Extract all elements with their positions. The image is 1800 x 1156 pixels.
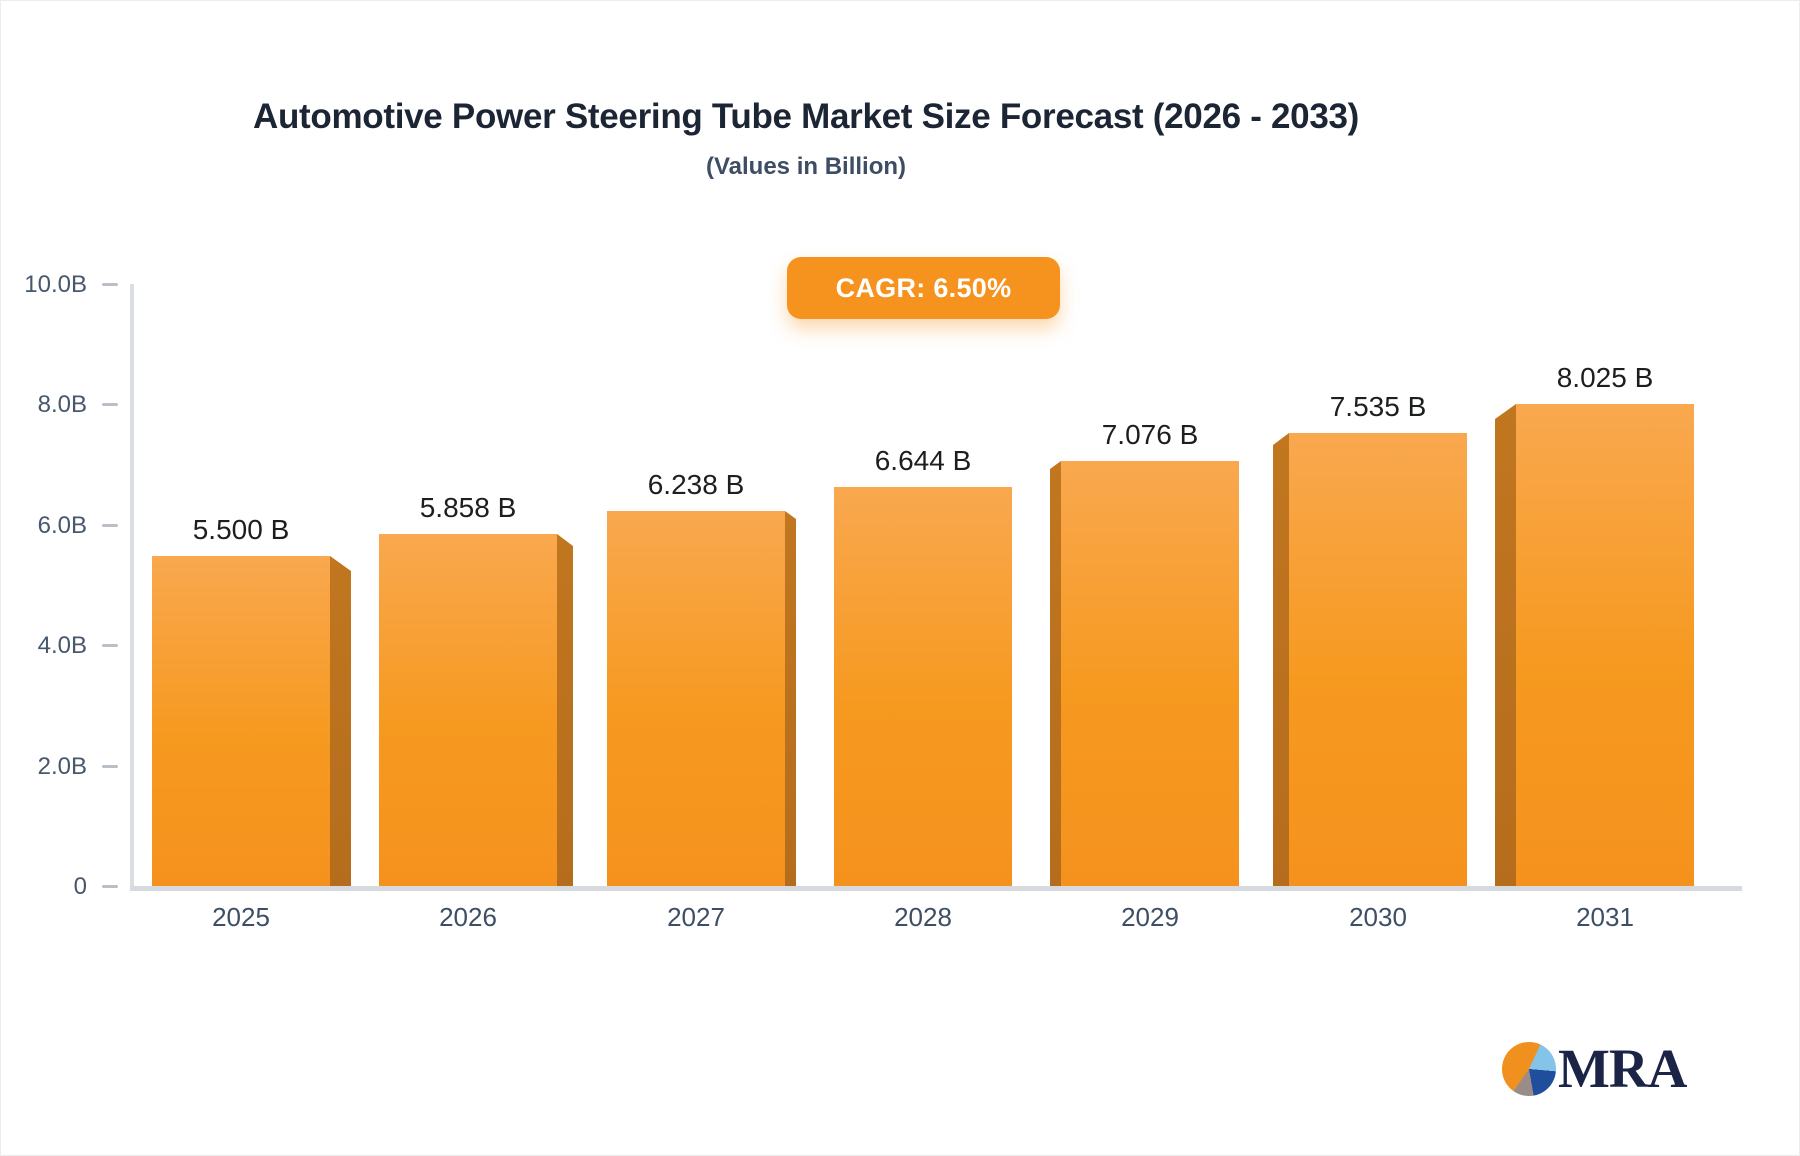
bar-side-face [1495, 404, 1516, 886]
x-axis-label: 2030 [1349, 902, 1407, 932]
logo-pie-icon [1502, 1042, 1556, 1096]
bar-value-label: 7.076 B [1101, 419, 1199, 450]
x-axis-label: 2027 [667, 902, 725, 932]
y-axis-tick [102, 523, 118, 527]
y-axis-label: 10.0B [24, 271, 87, 298]
bar-2025[interactable] [152, 556, 330, 886]
bar-2029[interactable] [1061, 461, 1239, 886]
logo-text: MRA [1558, 1038, 1687, 1099]
y-axis-label: 0 [73, 873, 87, 900]
bar-side-face [557, 534, 573, 886]
bar-side-face [785, 511, 796, 886]
bar-2027[interactable] [607, 511, 785, 886]
y-axis-label: 2.0B [37, 752, 87, 780]
bar-value-label: 6.644 B [874, 445, 972, 476]
bar-2028[interactable] [834, 487, 1012, 886]
x-axis-label: 2029 [1121, 902, 1179, 932]
y-axis-tick [102, 764, 118, 768]
cagr-badge-label: CAGR: 6.50% [835, 272, 1012, 303]
x-axis-label: 2026 [439, 902, 497, 932]
bar-value-label: 8.025 B [1556, 362, 1654, 393]
cagr-badge: CAGR: 6.50% [787, 257, 1060, 319]
y-axis-label: 4.0B [37, 632, 87, 660]
x-axis-line [130, 886, 1742, 891]
y-axis-tick [102, 283, 118, 286]
y-axis-tick [102, 403, 118, 407]
y-axis-line [130, 284, 134, 887]
mra-logo: MRA [1502, 1038, 1687, 1099]
chart-subtitle: (Values in Billion) [705, 153, 907, 180]
bar-side-face [330, 556, 351, 886]
x-axis-label: 2031 [1576, 902, 1634, 932]
bar-side-face [1050, 461, 1061, 886]
bar-2030[interactable] [1289, 433, 1467, 886]
bar-value-label: 5.500 B [192, 514, 290, 545]
chart-header: Automotive Power Steering Tube Market Si… [1, 97, 1611, 181]
bar-2031[interactable] [1516, 404, 1694, 886]
x-axis-label: 2025 [212, 902, 270, 932]
bar-value-label: 5.858 B [419, 492, 517, 523]
y-axis-label: 8.0B [37, 391, 87, 419]
bar-side-face [1273, 433, 1289, 886]
y-axis-tick [102, 644, 118, 648]
y-axis-label: 6.0B [37, 511, 87, 539]
bar-2026[interactable] [379, 534, 557, 886]
page-title: Automotive Power Steering Tube Market Si… [252, 97, 1360, 136]
x-axis-label: 2028 [894, 902, 952, 932]
y-axis-tick [102, 885, 118, 888]
bar-value-label: 6.238 B [647, 469, 745, 500]
bar-value-label: 7.535 B [1329, 391, 1427, 422]
